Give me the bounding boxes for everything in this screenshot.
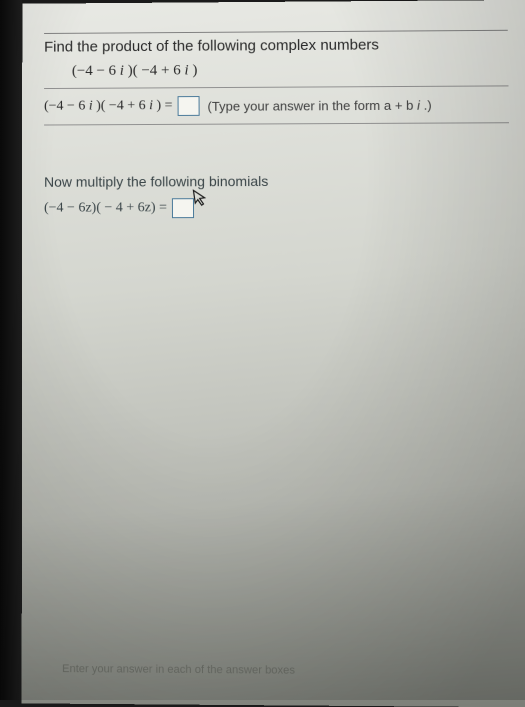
question2-answer-line: (−4 − 6z)( − 4 + 6z) =: [44, 197, 510, 218]
answer-input-2[interactable]: [172, 198, 194, 218]
cursor-icon: [192, 187, 211, 214]
question1-hint: (Type your answer in the form a + b i .): [207, 97, 431, 113]
question1-expression: (−4 − 6 i )( −4 + 6 i ): [72, 61, 508, 80]
divider-1: [44, 85, 508, 89]
answer-input-1[interactable]: [177, 96, 199, 116]
question1-answer-expr: (−4 − 6 i )( −4 + 6 i ) =: [44, 98, 172, 114]
question2-prompt: Now multiply the following binomials: [44, 171, 510, 192]
monitor-bezel: [0, 0, 22, 700]
question1-answer-line: (−4 − 6 i )( −4 + 6 i ) = (Type your ans…: [44, 94, 509, 116]
footer-hint: Enter your answer in each of the answer …: [62, 663, 295, 677]
screen-content: Find the product of the following comple…: [22, 0, 525, 707]
question2-answer-expr: (−4 − 6z)( − 4 + 6z) =: [44, 200, 167, 216]
divider-2: [44, 122, 509, 125]
question2-section: Now multiply the following binomials (−4…: [44, 171, 510, 218]
question1-prompt: Find the product of the following comple…: [44, 34, 508, 58]
